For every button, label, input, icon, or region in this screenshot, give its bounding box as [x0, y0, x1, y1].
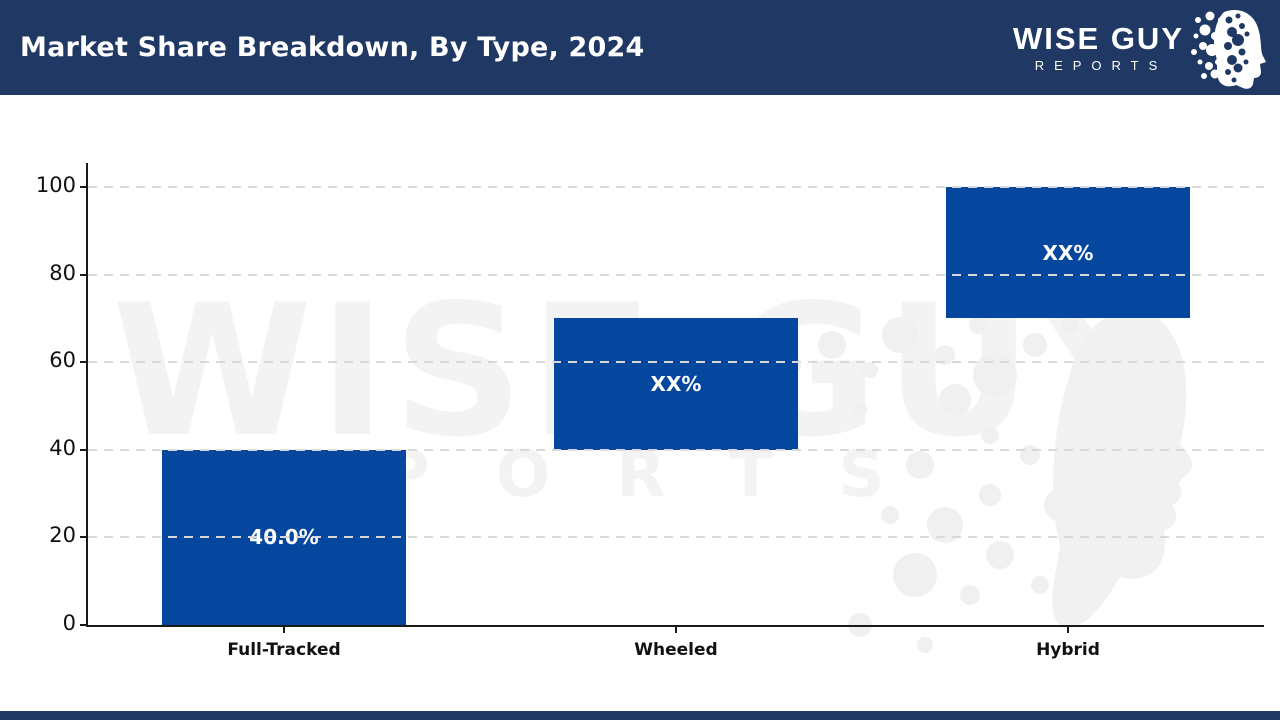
gridline	[88, 448, 1264, 451]
brand-logo-text: WISE GUY REPORTS	[1013, 23, 1184, 73]
brand-face-icon	[1191, 9, 1266, 89]
bar: XX%	[554, 318, 798, 450]
y-tick-label: 100	[35, 173, 76, 197]
y-tick-mark	[80, 536, 88, 539]
y-axis-line	[86, 163, 88, 627]
bar-value-label: XX%	[650, 372, 702, 397]
x-tick-mark	[283, 625, 285, 633]
y-tick-mark	[80, 624, 88, 626]
y-tick-mark	[80, 361, 88, 364]
x-tick-mark	[675, 625, 677, 633]
y-tick-label: 60	[49, 348, 76, 373]
y-tick-mark	[80, 448, 88, 451]
y-tick-label: 0	[62, 611, 76, 635]
y-tick-mark	[80, 186, 88, 188]
x-tick-mark	[1067, 625, 1069, 633]
y-tick-label: 20	[49, 523, 76, 548]
header-bar: Market Share Breakdown, By Type, 2024 WI…	[0, 0, 1280, 95]
brand-wordmark: WISE GUY	[1012, 21, 1184, 56]
y-tick-mark	[80, 273, 88, 276]
gridline	[88, 186, 1264, 188]
bar-value-label: XX%	[1042, 240, 1094, 265]
footer-bar	[0, 711, 1280, 720]
y-tick-label: 40	[49, 435, 76, 460]
brand-subtext: REPORTS	[1034, 58, 1168, 73]
x-axis-label: Full-Tracked	[227, 640, 341, 660]
chart-title: Market Share Breakdown, By Type, 2024	[20, 32, 645, 63]
x-axis-line	[86, 625, 1264, 627]
gridline	[88, 361, 1264, 364]
x-axis-label: Wheeled	[634, 640, 718, 660]
x-axis-label: Hybrid	[1036, 640, 1100, 660]
bar: XX%	[946, 187, 1190, 319]
brand-logo: WISE GUY REPORTS	[1013, 6, 1266, 90]
gridline	[88, 273, 1264, 276]
gridline	[88, 536, 1264, 539]
y-tick-label: 80	[49, 260, 76, 285]
